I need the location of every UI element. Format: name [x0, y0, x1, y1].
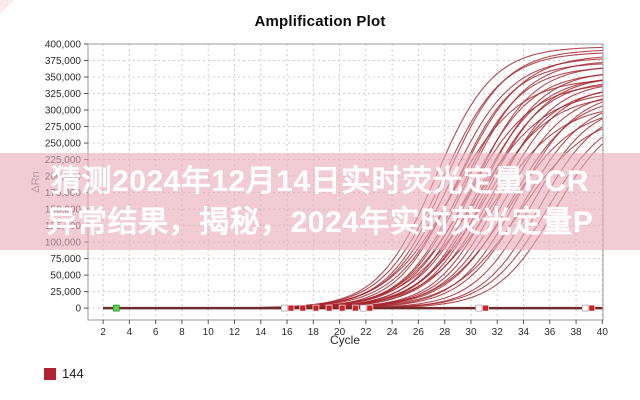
- svg-text:40: 40: [597, 327, 609, 338]
- svg-text:275,000: 275,000: [45, 122, 82, 133]
- svg-text:36: 36: [544, 327, 556, 338]
- corner-decoration: [0, 0, 14, 14]
- svg-text:18: 18: [308, 327, 320, 338]
- svg-text:14: 14: [255, 327, 267, 338]
- svg-text:22: 22: [360, 327, 372, 338]
- svg-text:38: 38: [571, 327, 583, 338]
- svg-text:28: 28: [439, 327, 451, 338]
- svg-text:25,000: 25,000: [50, 287, 81, 298]
- svg-text:26: 26: [413, 327, 425, 338]
- svg-text:75,000: 75,000: [50, 254, 81, 265]
- chart-title: Amplification Plot: [254, 13, 386, 30]
- svg-text:30: 30: [465, 327, 477, 338]
- svg-text:350,000: 350,000: [45, 73, 82, 84]
- svg-text:325,000: 325,000: [45, 89, 82, 100]
- overlay-banner-line1: 猜测2024年12月14日实时荧光定量PCR: [51, 164, 589, 198]
- svg-text:6: 6: [153, 327, 159, 338]
- svg-text:375,000: 375,000: [45, 56, 82, 67]
- x-axis-label: Cycle: [329, 333, 360, 347]
- svg-text:16: 16: [281, 327, 293, 338]
- svg-text:4: 4: [127, 327, 133, 338]
- legend-color-swatch: [44, 367, 56, 380]
- legend-row: 144: [44, 366, 84, 381]
- overlay-banner-line2: 异常结果，揭秘，2024年实时荧光定量P: [46, 205, 594, 239]
- legend-sample-label: 144: [62, 366, 84, 381]
- svg-text:34: 34: [518, 327, 530, 338]
- svg-text:10: 10: [203, 327, 215, 338]
- svg-text:20: 20: [334, 327, 346, 338]
- svg-text:12: 12: [229, 327, 241, 338]
- svg-text:2: 2: [100, 327, 106, 338]
- svg-text:8: 8: [179, 327, 185, 338]
- svg-text:0: 0: [75, 304, 81, 315]
- svg-text:32: 32: [492, 327, 504, 338]
- overlay-banner: 猜测2024年12月14日实时荧光定量PCR 异常结果，揭秘，2024年实时荧光…: [0, 153, 640, 250]
- svg-text:24: 24: [387, 327, 399, 338]
- svg-text:400,000: 400,000: [45, 40, 82, 51]
- svg-text:300,000: 300,000: [45, 106, 82, 117]
- svg-text:250,000: 250,000: [45, 139, 82, 150]
- svg-text:50,000: 50,000: [50, 271, 81, 282]
